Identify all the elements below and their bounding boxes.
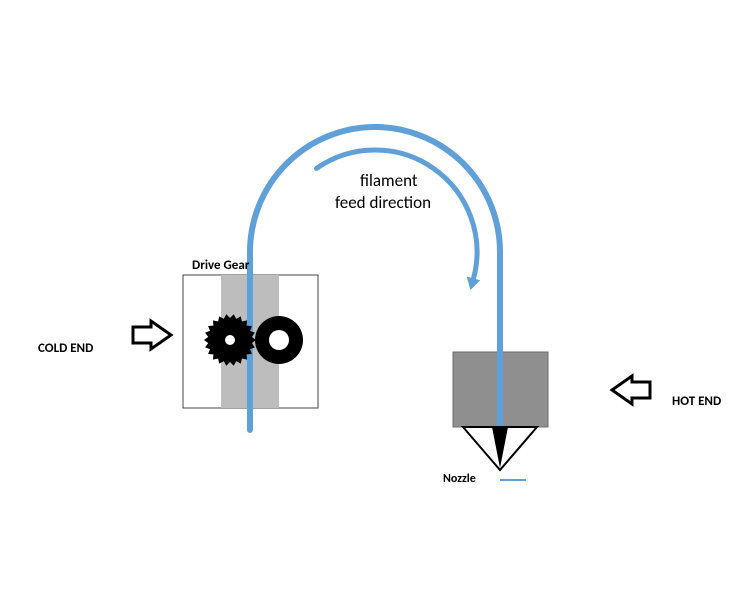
extruder-diagram: [0, 0, 750, 594]
drive-gear-label: Drive Gear: [192, 258, 249, 273]
feed-dir-label-1: filament: [360, 170, 418, 191]
feed-dir-label-2: feed direction: [335, 192, 431, 213]
drive-gear-hub: [225, 335, 235, 345]
hot-end-label: HOT END: [672, 394, 721, 409]
feed-direction-arrowhead: [467, 277, 481, 290]
cold-end-arrow-icon: [133, 321, 171, 349]
cold-end-label: COLD END: [38, 341, 93, 356]
hot-end-arrow-icon: [612, 376, 650, 404]
idler-wheel-hub: [269, 330, 289, 350]
nozzle-label: Nozzle: [443, 472, 476, 486]
